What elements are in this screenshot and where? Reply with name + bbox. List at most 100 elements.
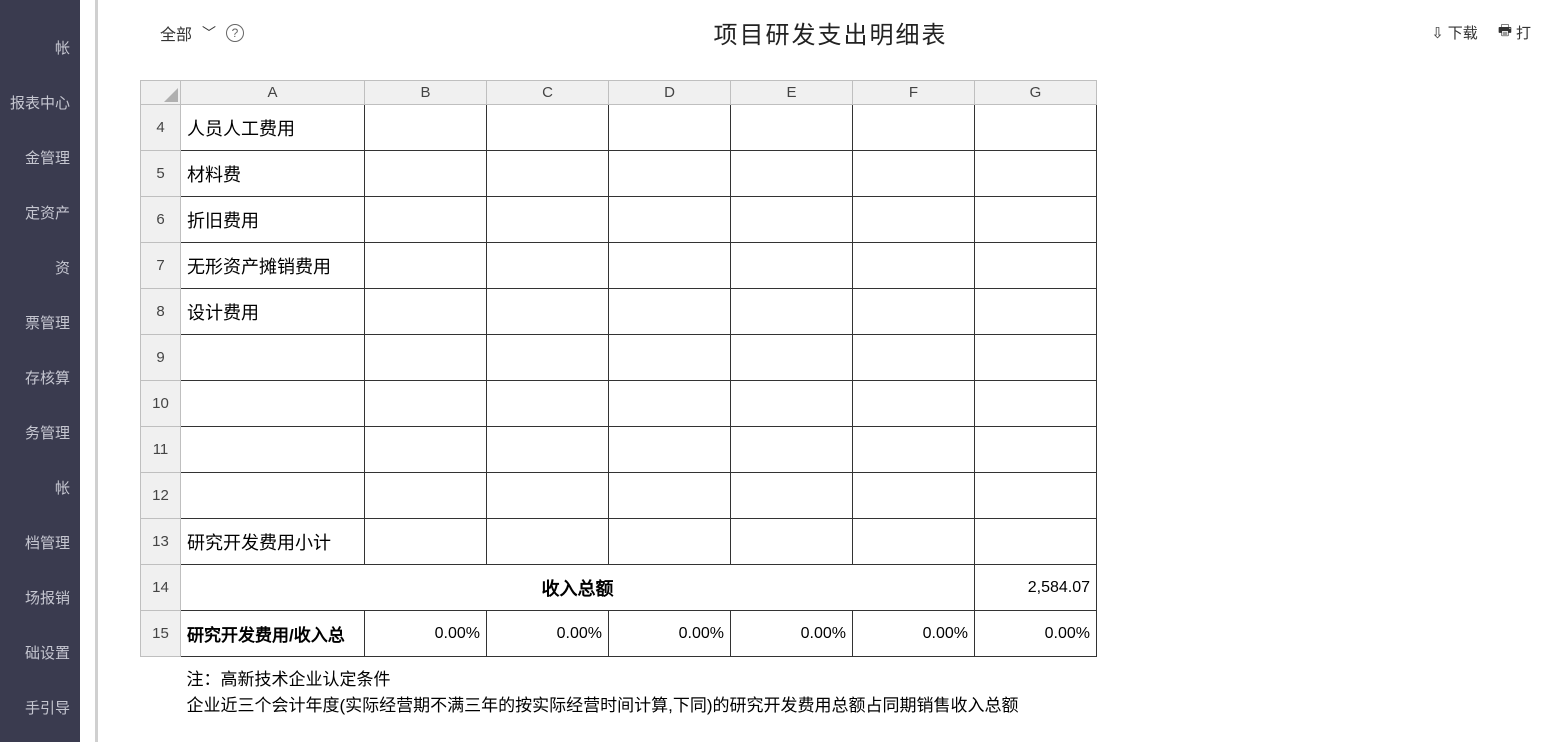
col-header-d[interactable]: D	[609, 81, 731, 105]
cell[interactable]	[731, 289, 853, 335]
help-icon[interactable]: ?	[226, 24, 244, 42]
cell[interactable]	[487, 105, 609, 151]
cell[interactable]	[975, 197, 1097, 243]
cell[interactable]	[609, 473, 731, 519]
cell[interactable]: 折旧费用	[181, 197, 365, 243]
sidebar-item-4[interactable]: 资	[0, 240, 80, 295]
cell[interactable]	[609, 427, 731, 473]
cell[interactable]	[853, 105, 975, 151]
cell[interactable]: 设计费用	[181, 289, 365, 335]
cell[interactable]	[487, 519, 609, 565]
cell[interactable]	[975, 381, 1097, 427]
income-total-label[interactable]: 收入总额	[181, 565, 975, 611]
cell[interactable]	[487, 243, 609, 289]
cell[interactable]	[975, 243, 1097, 289]
row-header[interactable]: 8	[141, 289, 181, 335]
sidebar-item-6[interactable]: 存核算	[0, 350, 80, 405]
cell[interactable]	[975, 519, 1097, 565]
cell[interactable]	[181, 473, 365, 519]
row-header[interactable]: 7	[141, 243, 181, 289]
sidebar-item-9[interactable]: 档管理	[0, 515, 80, 570]
cell[interactable]	[365, 105, 487, 151]
col-header-b[interactable]: B	[365, 81, 487, 105]
cell[interactable]	[487, 289, 609, 335]
cell[interactable]: 0.00%	[487, 611, 609, 657]
row-header[interactable]: 12	[141, 473, 181, 519]
row-header[interactable]: 4	[141, 105, 181, 151]
col-header-c[interactable]: C	[487, 81, 609, 105]
cell[interactable]	[731, 197, 853, 243]
cell[interactable]	[853, 519, 975, 565]
cell[interactable]: 人员人工费用	[181, 105, 365, 151]
cell[interactable]	[853, 381, 975, 427]
spreadsheet[interactable]: A B C D E F G 4人员人工费用5材料费6折旧费用7无形资产摊销费用8…	[140, 80, 1561, 718]
chevron-down-icon[interactable]: ﹀	[202, 23, 216, 43]
cell[interactable]	[731, 243, 853, 289]
cell[interactable]: 材料费	[181, 151, 365, 197]
sidebar-item-10[interactable]: 场报销	[0, 570, 80, 625]
cell[interactable]: 0.00%	[853, 611, 975, 657]
cell[interactable]	[731, 473, 853, 519]
cell[interactable]	[487, 381, 609, 427]
cell[interactable]	[609, 197, 731, 243]
cell[interactable]	[731, 427, 853, 473]
cell[interactable]	[487, 335, 609, 381]
cell[interactable]	[853, 243, 975, 289]
row-header[interactable]: 6	[141, 197, 181, 243]
cell[interactable]: 0.00%	[609, 611, 731, 657]
cell[interactable]: 0.00%	[975, 611, 1097, 657]
cell[interactable]	[365, 197, 487, 243]
cell[interactable]	[609, 335, 731, 381]
col-header-g[interactable]: G	[975, 81, 1097, 105]
income-total-value[interactable]: 2,584.07	[975, 565, 1097, 611]
select-all-corner[interactable]	[141, 81, 181, 105]
ratio-label[interactable]: 研究开发费用/收入总	[181, 611, 365, 657]
cell[interactable]	[975, 473, 1097, 519]
cell[interactable]	[487, 151, 609, 197]
cell[interactable]: 研究开发费用小计	[181, 519, 365, 565]
cell[interactable]	[487, 473, 609, 519]
sidebar-item-12[interactable]: 手引导	[0, 680, 80, 735]
row-header[interactable]: 10	[141, 381, 181, 427]
col-header-a[interactable]: A	[181, 81, 365, 105]
cell[interactable]	[609, 151, 731, 197]
cell[interactable]	[365, 427, 487, 473]
print-button[interactable]: 🖶 打	[1498, 20, 1531, 45]
cell[interactable]	[731, 335, 853, 381]
cell[interactable]	[365, 151, 487, 197]
cell[interactable]	[975, 151, 1097, 197]
cell[interactable]	[853, 197, 975, 243]
sidebar-item-5[interactable]: 票管理	[0, 295, 80, 350]
col-header-f[interactable]: F	[853, 81, 975, 105]
cell[interactable]	[487, 427, 609, 473]
sidebar-item-11[interactable]: 础设置	[0, 625, 80, 680]
cell[interactable]: 0.00%	[365, 611, 487, 657]
cell[interactable]: 0.00%	[731, 611, 853, 657]
row-header[interactable]: 5	[141, 151, 181, 197]
cell[interactable]	[853, 151, 975, 197]
col-header-e[interactable]: E	[731, 81, 853, 105]
sidebar-item-8[interactable]: 帐	[0, 460, 80, 515]
cell[interactable]	[365, 473, 487, 519]
row-header[interactable]: 9	[141, 335, 181, 381]
filter-dropdown-label[interactable]: 全部	[160, 21, 192, 45]
download-button[interactable]: ⇩ 下载	[1431, 20, 1478, 45]
sidebar-item-2[interactable]: 金管理	[0, 130, 80, 185]
cell[interactable]	[365, 289, 487, 335]
row-header[interactable]: 13	[141, 519, 181, 565]
cell[interactable]	[731, 151, 853, 197]
cell[interactable]	[731, 105, 853, 151]
cell[interactable]	[365, 335, 487, 381]
cell[interactable]	[853, 335, 975, 381]
cell[interactable]	[853, 427, 975, 473]
cell[interactable]	[365, 519, 487, 565]
cell[interactable]	[181, 335, 365, 381]
cell[interactable]	[731, 381, 853, 427]
cell[interactable]	[975, 335, 1097, 381]
cell[interactable]	[731, 519, 853, 565]
cell[interactable]	[487, 197, 609, 243]
cell[interactable]	[853, 473, 975, 519]
cell[interactable]	[975, 427, 1097, 473]
cell[interactable]	[853, 289, 975, 335]
cell[interactable]: 无形资产摊销费用	[181, 243, 365, 289]
